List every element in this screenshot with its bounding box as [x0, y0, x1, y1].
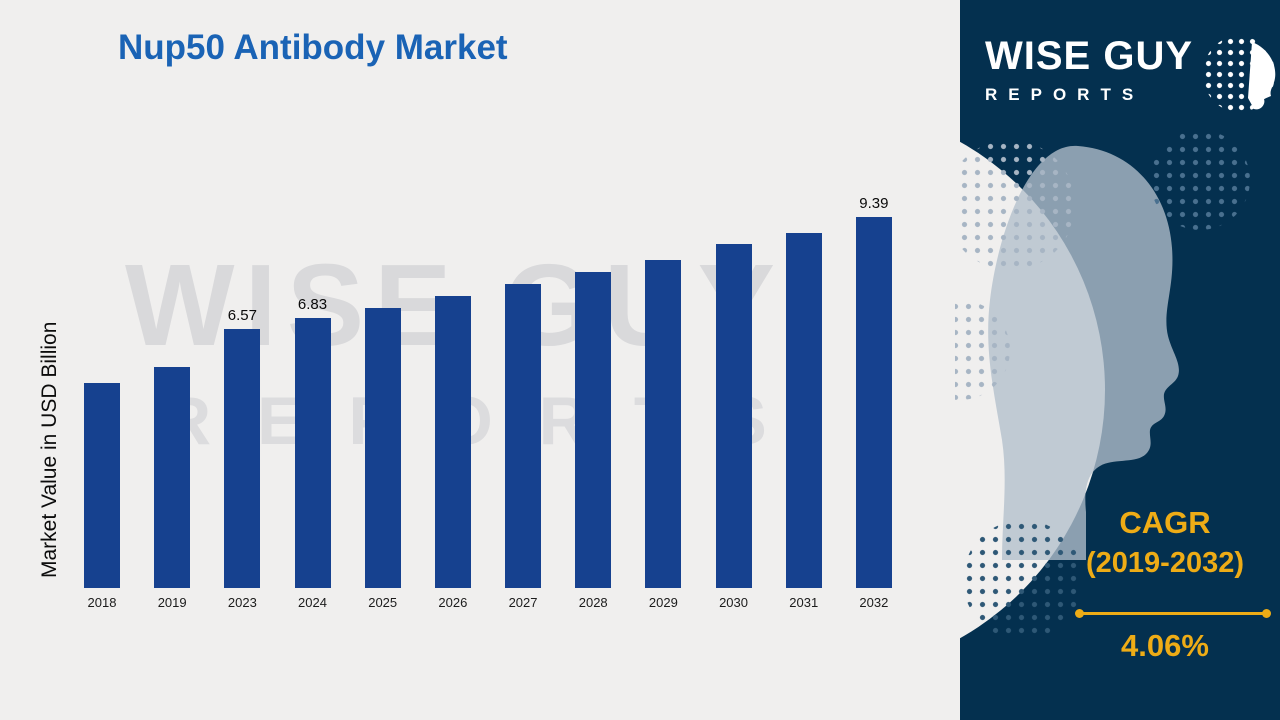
bar-column-2032: 9.39 2032: [854, 195, 894, 610]
bar-2023: [224, 328, 261, 588]
bar-chart: 2018 2019 6.57 2023 6.83 2024 2025 2026 2027 2028…: [82, 155, 894, 610]
x-axis-tick-label: 2028: [578, 595, 608, 610]
bar-2032: [855, 217, 892, 588]
dot-cluster-icon: [963, 520, 1083, 640]
bar-column-2028: 2028: [573, 250, 613, 610]
cagr-divider-line: [1075, 609, 1271, 618]
chart-title: Nup50 Antibody Market: [118, 28, 508, 67]
bar-column-2027: 2027: [503, 262, 543, 610]
bar-value-label: 6.57: [227, 306, 257, 324]
x-axis-tick-label: 2029: [648, 595, 678, 610]
brand-text-block: WISE GUY REPORTS: [985, 34, 1193, 116]
bar-column-2023: 6.57 2023: [222, 306, 262, 610]
bar-2018: [84, 382, 120, 588]
cagr-range: (2019-2032): [1086, 547, 1244, 579]
bar-2024: [294, 318, 331, 588]
x-axis-tick-label: 2019: [157, 595, 187, 610]
brand-logo: WISE GUY REPORTS: [985, 34, 1280, 116]
dot-cluster-icon: [955, 140, 1075, 270]
bar-value-label: 9.39: [859, 195, 889, 213]
bar-column-2019: 2019: [152, 345, 192, 610]
x-axis-tick-label: 2032: [859, 595, 889, 610]
bar-2031: [785, 232, 822, 588]
x-axis-tick-label: 2025: [368, 595, 398, 610]
bar-2019: [154, 366, 191, 588]
bar-column-2024: 6.83 2024: [293, 296, 333, 610]
x-axis-tick-label: 2027: [508, 595, 538, 610]
bar-column-2025: 2025: [363, 286, 403, 610]
bar-column-2018: 2018: [82, 361, 122, 610]
bar-2028: [575, 272, 612, 588]
bar-2030: [715, 244, 752, 588]
brand-subtitle: REPORTS: [985, 85, 1145, 104]
bar-value-label: 6.83: [297, 296, 328, 314]
x-axis-tick-label: 2018: [87, 595, 117, 610]
x-axis-tick-label: 2030: [719, 595, 748, 610]
bar-2025: [364, 307, 401, 588]
x-axis-tick-label: 2026: [438, 595, 468, 610]
cagr-label: CAGR: [1119, 505, 1211, 540]
x-axis-tick-label: 2031: [789, 595, 819, 610]
cagr-value: 4.06%: [1121, 628, 1209, 663]
brand-face-icon: [1203, 34, 1280, 116]
brand-name: WISE GUY: [985, 34, 1194, 78]
bar-column-2026: 2026: [433, 274, 473, 610]
brand-face-profile-icon: [1248, 42, 1276, 110]
bar-column-2029: 2029: [643, 238, 683, 610]
bar-2029: [645, 260, 682, 588]
bar-2026: [434, 295, 471, 588]
bar-column-2031: 2031: [784, 211, 824, 610]
dot-cluster-icon: [1150, 130, 1250, 230]
x-axis-tick-label: 2024: [298, 595, 327, 610]
bar-2027: [505, 283, 542, 588]
x-axis-tick-label: 2023: [227, 595, 257, 610]
right-panel-zone: [955, 0, 1280, 720]
y-axis-label: Market Value in USD Billion: [38, 321, 61, 578]
bar-column-2030: 2030: [714, 222, 754, 610]
